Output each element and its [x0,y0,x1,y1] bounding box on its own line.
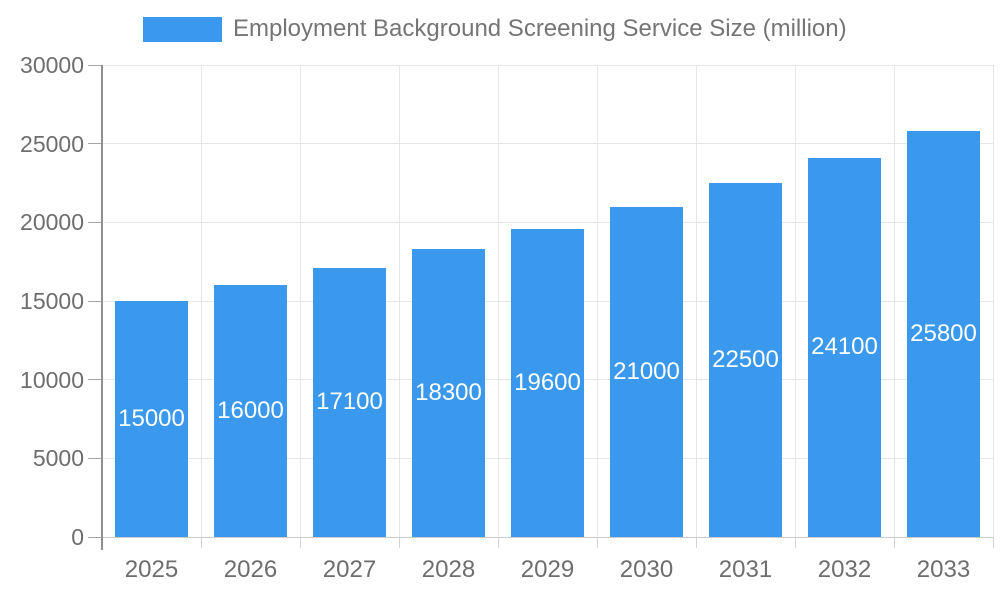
bar-value-label: 16000 [217,397,284,425]
y-axis-line [101,65,103,550]
bar-value-label: 24100 [811,333,878,361]
y-axis-tick-label: 15000 [20,288,84,314]
chart-legend: Employment Background Screening Service … [143,14,847,44]
x-gridline [992,65,994,537]
x-tick-mark [893,537,895,548]
bar-value-label: 18300 [415,379,482,407]
legend-label: Employment Background Screening Service … [233,15,847,42]
x-tick-mark [200,537,202,548]
x-axis-tick-label: 2029 [520,556,575,583]
y-tick-mark [88,457,102,459]
x-tick-mark [596,537,598,548]
x-gridline [893,65,895,537]
x-axis-tick-label: 2033 [916,556,971,583]
x-axis-tick-label: 2032 [817,556,872,583]
y-tick-mark [88,536,102,538]
bar-value-label: 22500 [712,346,779,373]
bar [313,267,386,537]
bar [610,206,683,537]
x-axis-tick-label: 2028 [421,556,476,583]
bar [412,249,485,537]
y-tick-mark [88,143,102,145]
y-axis-tick-label: 25000 [20,130,84,157]
x-axis-tick-label: 2025 [124,556,179,583]
x-gridline [695,65,697,537]
y-gridline [102,221,993,223]
bar [511,228,584,537]
x-axis-tick-label: 2030 [619,556,674,583]
x-tick-mark [299,537,301,548]
y-tick-mark [88,64,102,66]
y-tick-mark [88,221,102,223]
y-axis-tick-label: 30000 [20,52,84,78]
y-gridline [102,64,993,66]
bar-value-label: 15000 [118,405,185,432]
y-axis-tick-label: 0 [71,524,84,550]
bar [709,183,782,537]
y-gridline [102,143,993,145]
bar-value-label: 19600 [514,368,581,396]
y-axis-tick-label: 10000 [20,366,84,393]
x-tick-mark [992,537,994,548]
x-axis-tick-label: 2027 [322,556,377,583]
bar [907,131,980,537]
y-tick-mark [88,300,102,302]
y-tick-mark [88,379,102,381]
x-gridline [497,65,499,537]
bar [214,285,287,537]
x-tick-mark [794,537,796,548]
bar-value-label: 17100 [316,388,383,416]
x-gridline [398,65,400,537]
x-axis-baseline [102,536,993,538]
bar-value-label: 25800 [910,320,977,348]
x-tick-mark [497,537,499,548]
x-gridline [299,65,301,537]
x-axis-tick-label: 2031 [718,556,773,583]
x-gridline [794,65,796,537]
x-tick-mark [695,537,697,548]
y-axis-tick-label: 5000 [32,445,84,472]
x-tick-mark [398,537,400,548]
bar-value-label: 21000 [613,357,680,385]
x-gridline [596,65,598,537]
x-gridline [200,65,202,537]
y-axis-tick-label: 20000 [20,209,84,236]
legend-swatch [143,16,222,42]
bar [808,157,881,537]
bar [115,301,188,537]
x-axis-tick-label: 2026 [223,556,278,583]
